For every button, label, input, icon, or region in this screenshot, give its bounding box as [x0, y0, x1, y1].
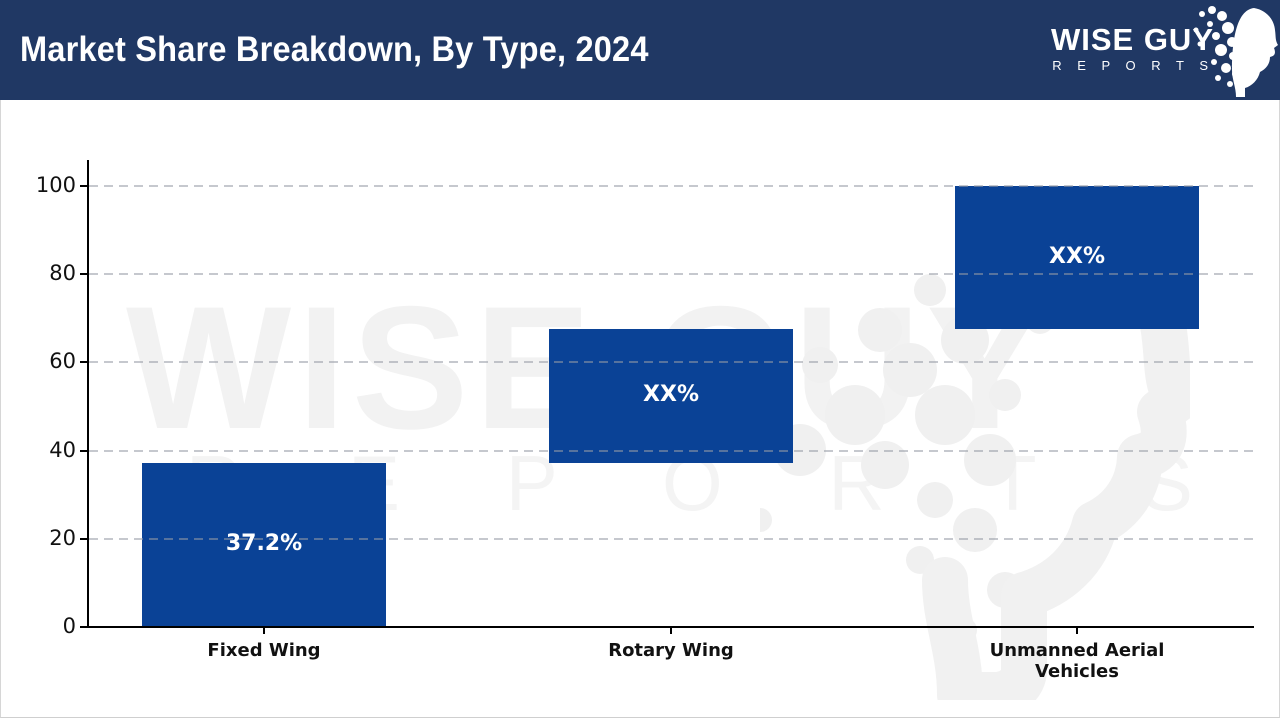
gridline-20 — [89, 537, 1253, 540]
y-tick-mark-0 — [80, 626, 87, 628]
y-tick-label-20: 20 — [49, 525, 76, 550]
logo-head-icon — [1193, 6, 1278, 97]
y-tick-label-60: 60 — [49, 349, 76, 374]
bar-segment — [549, 329, 793, 463]
y-tick-label-100: 100 — [35, 173, 76, 197]
bar-value-label: XX% — [643, 382, 699, 408]
y-tick-mark-40 — [80, 449, 87, 452]
gridline-60 — [89, 361, 1253, 364]
bar-value-label: 37.2% — [225, 530, 303, 556]
y-tick-mark-60 — [80, 361, 87, 364]
page-title: Market Share Breakdown, By Type, 2024 — [20, 30, 649, 69]
x-axis-line — [87, 626, 1254, 628]
logo-wiseguy-text: WISE GUY — [1050, 22, 1214, 57]
y-tick-mark-100 — [80, 185, 87, 187]
y-tick-mark-20 — [80, 537, 87, 540]
y-axis-line — [87, 160, 89, 627]
gridline-80 — [89, 273, 1253, 276]
category-label: Unmanned Aerial Vehicles — [989, 640, 1165, 682]
wise-guy-reports-logo: WISE GUY R E P O R T S — [980, 0, 1280, 100]
x-tick-mark — [263, 628, 265, 634]
logo-reports-text: R E P O R T S — [1052, 58, 1214, 73]
bar-segment — [955, 186, 1199, 330]
category-label: Fixed Wing — [207, 640, 321, 661]
bar-segment — [142, 462, 386, 627]
y-tick-label-40: 40 — [49, 437, 76, 462]
gridline-40 — [89, 449, 1253, 452]
x-tick-mark — [1076, 628, 1078, 634]
gridline-100 — [89, 185, 1253, 187]
y-tick-label-80: 80 — [49, 261, 76, 286]
x-tick-mark — [670, 628, 672, 634]
header-bar: Market Share Breakdown, By Type, 2024 WI… — [0, 0, 1280, 100]
y-tick-mark-80 — [80, 273, 87, 276]
category-label: Rotary Wing — [608, 640, 734, 661]
bar-value-label: XX% — [1049, 243, 1105, 269]
y-tick-label-0: 0 — [62, 614, 76, 638]
